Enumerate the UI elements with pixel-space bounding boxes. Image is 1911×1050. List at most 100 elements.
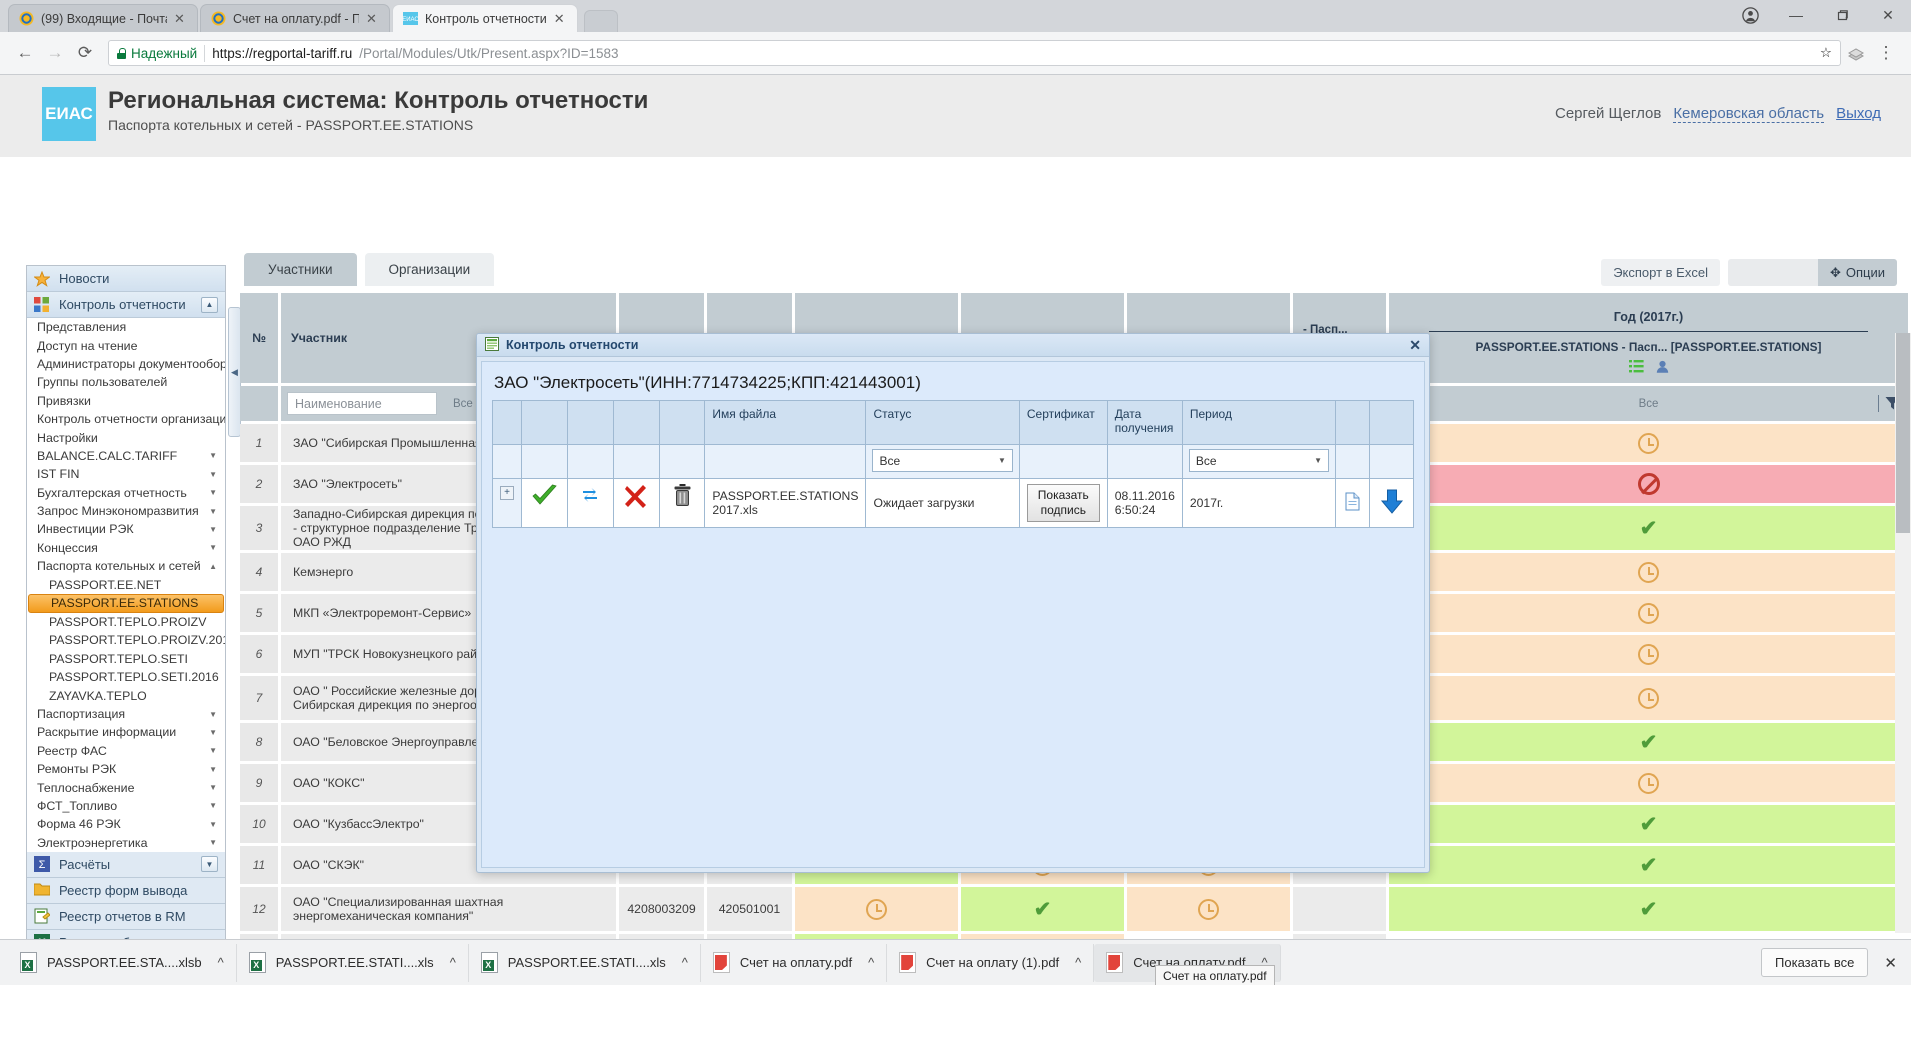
sidebar-item-4[interactable]: Привязки: [27, 391, 225, 410]
sidebar-item-19[interactable]: PASSPORT.TEPLO.SETI.2016: [27, 668, 225, 687]
sidebar-footer-item-1[interactable]: Реестр форм вывода: [27, 877, 225, 904]
user-icon[interactable]: [1656, 360, 1669, 376]
profile-icon[interactable]: [1727, 0, 1773, 30]
chevron-down-icon[interactable]: ▼: [209, 746, 217, 756]
sidebar-item-26[interactable]: ФСТ_Топливо ▼: [27, 796, 225, 816]
document-icon[interactable]: [1345, 492, 1360, 514]
status-filter-select[interactable]: Все ▼: [872, 449, 1013, 472]
sidebar-item-control[interactable]: Контроль отчетности ▲: [27, 292, 225, 318]
chevron-down-icon[interactable]: ▼: [209, 543, 217, 553]
delete-trash-icon[interactable]: [673, 484, 692, 510]
sidebar-item-25[interactable]: Теплоснабжение ▼: [27, 778, 225, 797]
address-bar[interactable]: Надежный https://regportal-tariff.ru/Por…: [108, 40, 1841, 66]
minimize-icon[interactable]: —: [1789, 7, 1803, 23]
sidebar-item-15[interactable]: PASSPORT.EE.STATIONS: [28, 593, 224, 613]
sidebar-item-7[interactable]: BALANCE.CALC.TARIFF ▼: [27, 446, 225, 466]
close-icon[interactable]: ✕: [174, 11, 185, 26]
row-expand-cell[interactable]: +: [492, 478, 522, 528]
sidebar-item-16[interactable]: PASSPORT.TEPLO.PROIZV: [27, 612, 225, 632]
row-status-year[interactable]: [1389, 553, 1908, 591]
chrome-menu-icon[interactable]: ⋮: [1877, 43, 1895, 62]
sidebar-item-2[interactable]: Администраторы документооборс: [27, 354, 225, 374]
row-status-year[interactable]: [1389, 764, 1908, 802]
row-status-3[interactable]: [1127, 887, 1290, 931]
search-input[interactable]: Наименование: [287, 392, 437, 415]
sidebar-item-14[interactable]: PASSPORT.EE.NET: [27, 575, 225, 594]
sidebar-item-18[interactable]: PASSPORT.TEPLO.SETI: [27, 649, 225, 669]
collapse-icon[interactable]: ▲: [201, 296, 218, 313]
row-status-year[interactable]: ✔: [1389, 723, 1908, 761]
row-status-year[interactable]: ✔: [1389, 887, 1908, 931]
sidebar-item-24[interactable]: Ремонты РЭК ▼: [27, 759, 225, 779]
show-all-downloads-button[interactable]: Показать все: [1761, 948, 1869, 977]
row-status-year[interactable]: [1389, 635, 1908, 673]
row-status-year[interactable]: [1389, 424, 1908, 462]
delete-cell[interactable]: [658, 478, 706, 528]
sidebar-item-news[interactable]: Новости: [27, 266, 225, 292]
chevron-down-icon[interactable]: ▼: [209, 838, 217, 848]
chevron-down-icon[interactable]: ▼: [209, 819, 217, 829]
row-status-year[interactable]: [1389, 676, 1908, 720]
chevron-up-icon[interactable]: ^: [681, 955, 688, 970]
logout-link[interactable]: Выход: [1836, 105, 1881, 122]
expand-icon[interactable]: +: [500, 486, 514, 500]
chevron-up-icon[interactable]: ▲: [209, 561, 217, 571]
new-tab-button[interactable]: [583, 10, 618, 32]
sidebar-item-10[interactable]: Запрос Минэкономразвития ▼: [27, 501, 225, 521]
th-date-received[interactable]: Дата получения: [1106, 400, 1183, 445]
filter-year-cell[interactable]: Все: [1389, 386, 1908, 421]
download-item-2[interactable]: PASSPORT.EE.STATI....xls ^: [469, 943, 701, 982]
sidebar-item-12[interactable]: Концессия ▼: [27, 538, 225, 558]
close-icon[interactable]: ✕: [366, 11, 377, 26]
chevron-down-icon[interactable]: ▼: [209, 524, 217, 534]
chevron-up-icon[interactable]: ^: [1075, 955, 1082, 970]
list-icon[interactable]: [1628, 360, 1644, 376]
download-cell[interactable]: [1369, 478, 1414, 528]
browser-tab-2[interactable]: Счет на оплату.pdf - По ✕: [200, 4, 390, 32]
header-year-group[interactable]: Год (2017г.) PASSPORT.EE.STATIONS - Пасп…: [1389, 293, 1908, 383]
sidebar-item-11[interactable]: Инвестиции РЭК ▼: [27, 520, 225, 539]
chevron-down-icon[interactable]: ▼: [209, 727, 217, 737]
bookmark-star-icon[interactable]: ☆: [1819, 45, 1832, 60]
refresh-icon[interactable]: [579, 488, 601, 509]
browser-tab-1[interactable]: (99) Входящие - Почта ✕: [8, 4, 198, 32]
approve-cell[interactable]: [521, 478, 568, 528]
vertical-scrollbar[interactable]: [1895, 333, 1911, 933]
chevron-up-icon[interactable]: ^: [217, 955, 224, 970]
reload-icon[interactable]: ⟳: [77, 43, 93, 62]
close-icon[interactable]: ✕: [553, 11, 565, 26]
sidebar-item-0[interactable]: Представления: [27, 318, 225, 337]
tab-organizations[interactable]: Организации: [364, 253, 495, 286]
close-icon[interactable]: ✕: [1884, 954, 1897, 972]
sidebar-item-20[interactable]: ZAYAVKA.TEPLO: [27, 686, 225, 705]
forward-icon[interactable]: →: [46, 43, 64, 62]
chevron-down-icon[interactable]: ▼: [209, 451, 217, 461]
chevron-down-icon[interactable]: ▼: [209, 469, 217, 479]
chevron-down-icon[interactable]: ▼: [201, 856, 218, 873]
document-cell[interactable]: [1335, 478, 1371, 528]
row-status-year[interactable]: [1389, 594, 1908, 632]
row-status-year[interactable]: [1389, 465, 1908, 503]
chevron-down-icon[interactable]: ▼: [209, 488, 217, 498]
sidebar-item-21[interactable]: Паспортизация ▼: [27, 704, 225, 724]
chevron-down-icon[interactable]: ▼: [209, 506, 217, 516]
sidebar-item-23[interactable]: Реестр ФАС ▼: [27, 741, 225, 760]
maximize-icon[interactable]: [1819, 0, 1865, 30]
sidebar-item-6[interactable]: Настройки: [27, 428, 225, 447]
sidebar-item-27[interactable]: Форма 46 РЭК ▼: [27, 815, 225, 834]
th-period[interactable]: Период: [1181, 400, 1337, 445]
sidebar-item-3[interactable]: Группы пользователей: [27, 373, 225, 392]
download-item-1[interactable]: PASSPORT.EE.STATI....xls ^: [237, 943, 469, 982]
refresh-cell[interactable]: [566, 478, 614, 528]
show-signature-button[interactable]: Показать подпись: [1026, 484, 1100, 522]
chevron-up-icon[interactable]: ^: [868, 955, 875, 970]
sidebar-item-28[interactable]: Электроэнергетика ▼: [27, 833, 225, 852]
chevron-down-icon[interactable]: ▼: [209, 764, 217, 774]
export-to-excel-button[interactable]: Экспорт в Excel: [1601, 259, 1720, 286]
sidebar-item-9[interactable]: Бухгалтерская отчетность ▼: [27, 483, 225, 502]
th-certificate[interactable]: Сертификат: [1018, 400, 1108, 445]
sidebar-footer-item-0[interactable]: Σ Расчёты ▼: [27, 851, 225, 878]
sidebar-footer-item-2[interactable]: Реестр отчетов в RM: [27, 903, 225, 930]
chevron-down-icon[interactable]: ▼: [209, 801, 217, 811]
row-status-2[interactable]: ✔: [961, 887, 1124, 931]
